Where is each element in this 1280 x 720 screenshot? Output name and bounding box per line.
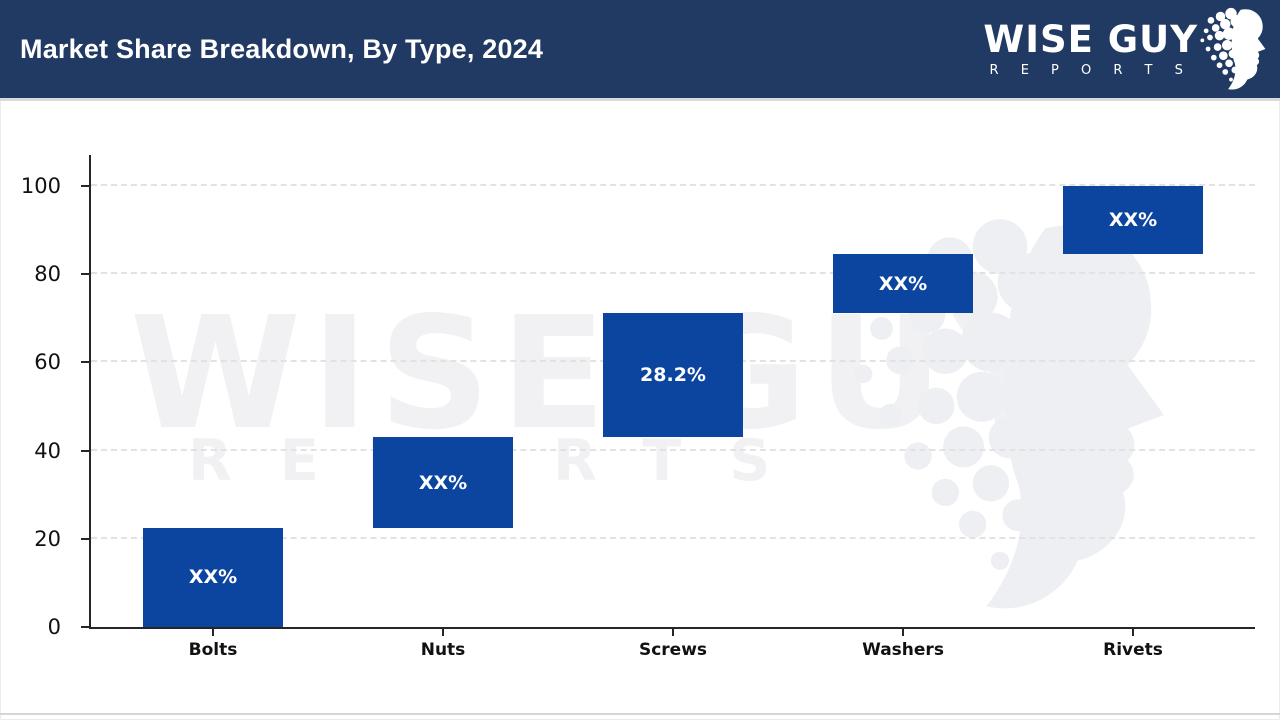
y-tick-label-60: 60 — [34, 350, 61, 375]
x-axis-label-screws: Screws — [638, 640, 708, 660]
x-tick-mark — [212, 629, 214, 636]
bar-value-label: XX% — [188, 566, 238, 589]
y-tick-mark — [81, 273, 89, 276]
x-tick-mark — [902, 629, 904, 636]
y-tick-label-100: 100 — [20, 173, 61, 198]
gridline-20 — [91, 536, 1255, 539]
footer-line — [0, 713, 1280, 715]
logo-wordmark: WISE GUY — [983, 18, 1198, 61]
y-tick-label-0: 0 — [47, 615, 61, 639]
y-tick-label-80: 80 — [34, 262, 61, 287]
logo-text: WISE GUY R E P O R T S — [983, 21, 1198, 77]
bar-rivets: XX% — [1063, 185, 1203, 255]
y-tick-mark — [81, 184, 89, 187]
gridline-40 — [91, 448, 1255, 451]
bar-value-label: XX% — [878, 272, 928, 295]
bar-value-label: XX% — [1108, 209, 1158, 232]
gridline-100 — [91, 183, 1255, 186]
y-tick-mark — [81, 626, 89, 628]
bar-value-label: 28.2% — [640, 364, 706, 387]
wise-guy-logo: WISE GUY R E P O R T S — [983, 6, 1280, 92]
x-tick-mark — [672, 629, 674, 636]
x-axis-label-nuts: Nuts — [420, 640, 466, 660]
header-shadow — [0, 98, 1280, 101]
y-axis-labels: 0 20 40 60 80 100 — [0, 155, 75, 639]
plot-area: XX% Bolts XX% Nuts 28.2% Screws XX% Washers XX% R… — [81, 155, 1255, 660]
x-tick-mark — [442, 629, 444, 636]
x-axis-label-bolts: Bolts — [188, 640, 238, 660]
y-tick-mark — [81, 361, 89, 364]
bar-nuts: XX% — [373, 437, 513, 528]
bar-washers: XX% — [833, 254, 973, 313]
chart-title: Market Share Breakdown, By Type, 2024 — [20, 33, 544, 64]
logo-face-icon — [1200, 7, 1266, 90]
x-axis-label-rivets: Rivets — [1103, 640, 1163, 660]
bar-screws: 28.2% — [603, 312, 743, 438]
y-tick-mark — [81, 537, 89, 540]
x-axis-label-washers: Washers — [862, 640, 944, 660]
y-tick-label-20: 20 — [34, 526, 61, 551]
header-bar: Market Share Breakdown, By Type, 2024 WI… — [0, 0, 1280, 98]
y-tick-mark — [81, 449, 89, 452]
y-tick-label-40: 40 — [34, 438, 61, 463]
x-tick-mark — [1132, 629, 1134, 636]
bar-value-label: XX% — [418, 471, 468, 494]
logo-subtitle: R E P O R T S — [989, 63, 1192, 78]
gridline-80 — [91, 272, 1255, 275]
bar-bolts: XX% — [143, 527, 283, 627]
